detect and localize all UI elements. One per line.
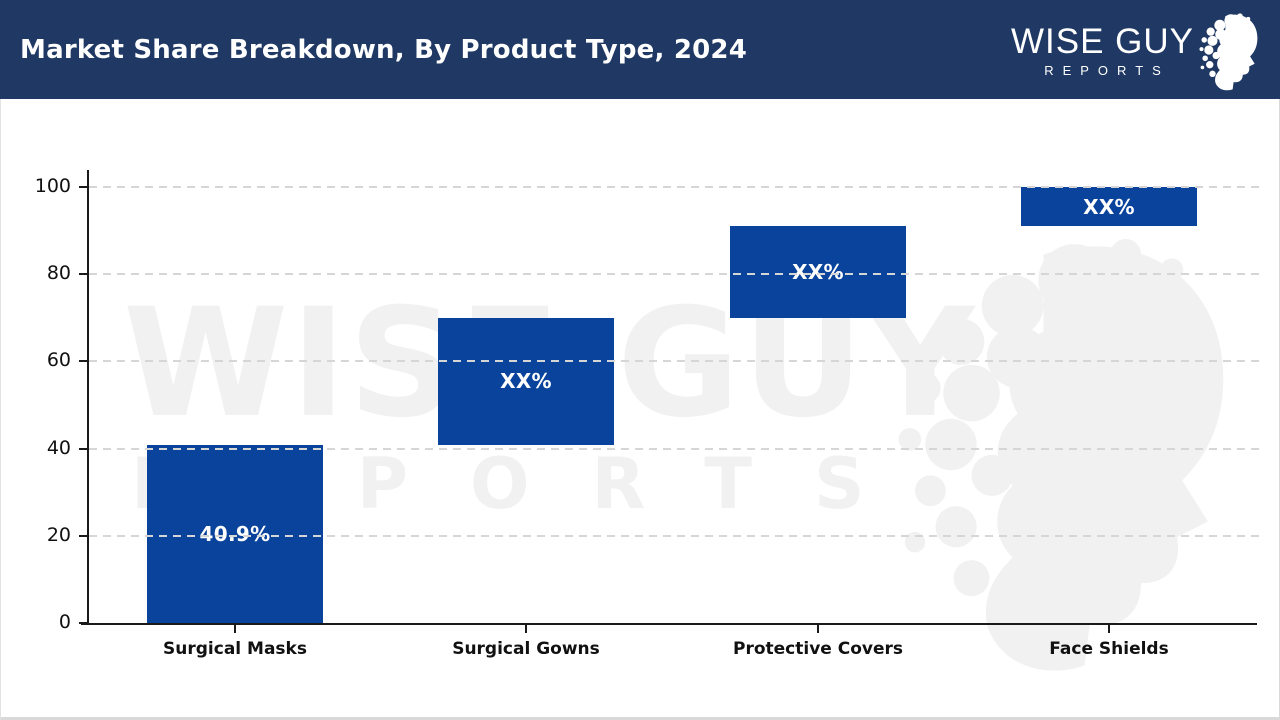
y-axis-tick [79, 186, 87, 188]
logo-subtitle: REPORTS [1044, 63, 1170, 78]
bar-face-shields[interactable]: XX% [1021, 187, 1197, 227]
x-axis-tick [525, 625, 527, 633]
gridline [89, 273, 1263, 276]
bar-surgical-masks[interactable]: 40.9% [147, 444, 323, 623]
y-axis-tick [79, 534, 87, 537]
y-axis-tick [79, 360, 87, 363]
category-label-surgical-masks: Surgical Masks [163, 639, 307, 659]
y-tick-label: 100 [34, 175, 71, 197]
bar-surgical-gowns[interactable]: XX% [438, 317, 614, 445]
y-tick-label: 0 [58, 611, 71, 633]
x-axis-tick [234, 625, 236, 633]
category-label-face-shields: Face Shields [1049, 639, 1169, 659]
y-axis [87, 170, 89, 625]
x-axis [81, 623, 1257, 625]
gridline [89, 360, 1263, 363]
logo-text: WISE GUY REPORTS [1011, 22, 1194, 78]
x-axis-tick [817, 625, 819, 633]
y-axis-tick [79, 273, 87, 276]
y-tick-label: 60 [46, 349, 71, 372]
y-axis-tick [79, 622, 87, 624]
category-label-surgical-gowns: Surgical Gowns [452, 639, 600, 659]
y-tick-label: 80 [46, 262, 71, 285]
x-axis-tick [1108, 625, 1110, 633]
logo-wordmark: WISE GUY [1011, 22, 1195, 61]
bar-value-label: XX% [1083, 194, 1135, 219]
gridline [89, 447, 1263, 450]
gridline [89, 186, 1263, 188]
page-title: Market Share Breakdown, By Product Type,… [20, 34, 747, 65]
y-tick-label: 40 [46, 436, 71, 459]
chart-area: WISE GUY REPORTS 0 20 40 60 80 100 40.9% Surgic… [0, 99, 1280, 720]
y-tick-label: 20 [46, 523, 71, 546]
wiseguy-logo: WISE GUY REPORTS [1011, 6, 1266, 94]
bar-value-label: XX% [792, 260, 844, 284]
bar-value-label: XX% [500, 369, 552, 394]
watermark-head-icon [879, 217, 1249, 672]
category-label-protective-covers: Protective Covers [732, 639, 903, 659]
wiseguy-head-icon [1196, 9, 1262, 91]
bar-protective-covers[interactable]: XX% [730, 226, 906, 318]
gridline [89, 534, 1263, 537]
header-bar: Market Share Breakdown, By Product Type,… [0, 0, 1280, 99]
y-axis-tick [79, 447, 87, 450]
bar-value-label: 40.9% [199, 521, 271, 546]
